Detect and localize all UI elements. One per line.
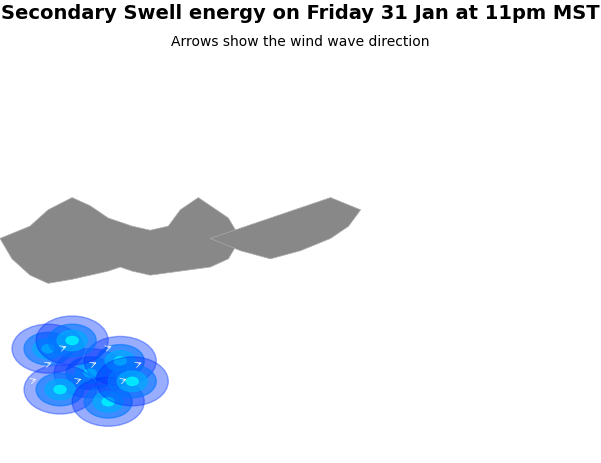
Circle shape bbox=[24, 365, 96, 414]
Circle shape bbox=[126, 377, 138, 386]
Circle shape bbox=[105, 351, 135, 371]
Circle shape bbox=[108, 365, 156, 398]
Circle shape bbox=[54, 386, 66, 394]
Polygon shape bbox=[0, 198, 240, 284]
Circle shape bbox=[117, 371, 147, 392]
Circle shape bbox=[54, 349, 126, 398]
Circle shape bbox=[36, 316, 108, 365]
Circle shape bbox=[72, 377, 144, 426]
Circle shape bbox=[75, 363, 105, 383]
Circle shape bbox=[57, 331, 87, 351]
Circle shape bbox=[66, 357, 114, 390]
Circle shape bbox=[96, 357, 168, 406]
Polygon shape bbox=[210, 198, 361, 259]
Text: Arrows show the wind wave direction: Arrows show the wind wave direction bbox=[171, 35, 430, 49]
Circle shape bbox=[84, 337, 156, 386]
Circle shape bbox=[42, 345, 54, 353]
Circle shape bbox=[33, 339, 63, 359]
Circle shape bbox=[84, 369, 96, 377]
Circle shape bbox=[66, 337, 78, 345]
Circle shape bbox=[84, 386, 132, 418]
Circle shape bbox=[96, 345, 144, 377]
Circle shape bbox=[45, 380, 75, 400]
Circle shape bbox=[48, 325, 96, 357]
Circle shape bbox=[12, 325, 84, 373]
Text: Secondary Swell energy on Friday 31 Jan at 11pm MST: Secondary Swell energy on Friday 31 Jan … bbox=[1, 5, 600, 23]
Circle shape bbox=[102, 398, 114, 406]
Circle shape bbox=[24, 332, 72, 365]
Circle shape bbox=[114, 357, 126, 365]
Circle shape bbox=[93, 392, 123, 412]
Circle shape bbox=[36, 373, 84, 406]
